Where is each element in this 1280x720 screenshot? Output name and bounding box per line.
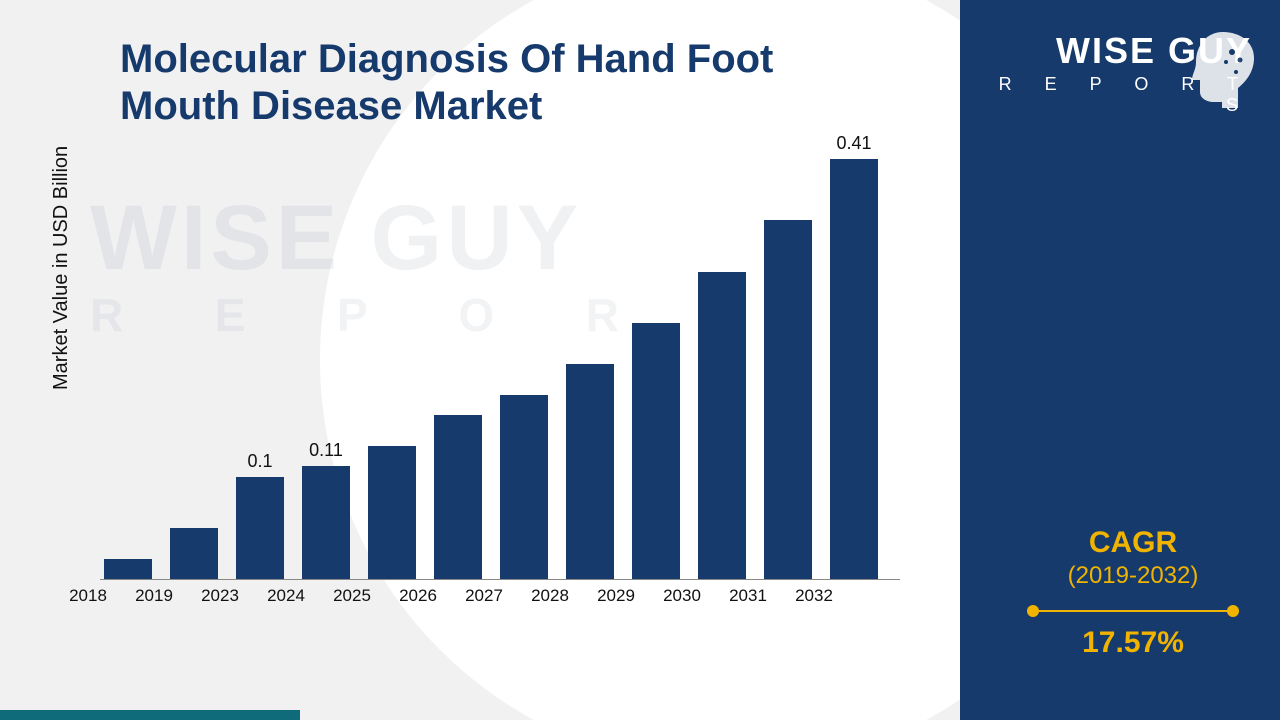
- x-tick: 2031: [716, 586, 780, 606]
- cagr-range: (2019-2032): [1008, 562, 1258, 590]
- x-tick: 2028: [518, 586, 582, 606]
- head-icon: [1188, 28, 1258, 108]
- x-tick: 2025: [320, 586, 384, 606]
- x-tick: 2018: [56, 586, 120, 606]
- bar: 0.41: [830, 159, 878, 579]
- cagr-title: CAGR: [1008, 526, 1258, 560]
- bar-value-label: 0.1: [236, 451, 284, 472]
- bar: [566, 364, 614, 579]
- x-tick: 2027: [452, 586, 516, 606]
- bar: [434, 415, 482, 579]
- brand-logo: WISE GUY R E P O R T S: [982, 30, 1252, 116]
- bar: [104, 559, 152, 579]
- bar-value-label: 0.41: [830, 133, 878, 154]
- bar: [368, 446, 416, 579]
- bar: [500, 395, 548, 579]
- bar-chart: Market Value in USD Billion 0.10.110.41 …: [60, 160, 900, 620]
- stage: WISE GUYR E P O R T S Molecular Diagnosi…: [0, 0, 1280, 720]
- bar: 0.11: [302, 466, 350, 579]
- y-axis-label: Market Value in USD Billion: [50, 146, 73, 390]
- bar: [632, 323, 680, 579]
- x-tick: 2024: [254, 586, 318, 606]
- bar: [170, 528, 218, 579]
- bar: 0.1: [236, 477, 284, 579]
- footer-stripe: [0, 710, 300, 720]
- plot-area: 0.1 0.11 0.41: [100, 160, 900, 580]
- x-tick: 2026: [386, 586, 450, 606]
- x-tick: 2032: [782, 586, 846, 606]
- cagr-box: CAGR (2019-2032) 17.57%: [1008, 526, 1258, 660]
- x-tick: 2019: [122, 586, 186, 606]
- x-tick: 2029: [584, 586, 648, 606]
- bar: [764, 220, 812, 579]
- chart-title: Molecular Diagnosis Of Hand Foot Mouth D…: [120, 36, 880, 130]
- bar-value-label: 0.11: [302, 440, 350, 461]
- x-tick: 2023: [188, 586, 252, 606]
- cagr-value: 17.57%: [1008, 626, 1258, 660]
- bar: [698, 272, 746, 579]
- cagr-divider: [1033, 610, 1233, 612]
- x-tick: 2030: [650, 586, 714, 606]
